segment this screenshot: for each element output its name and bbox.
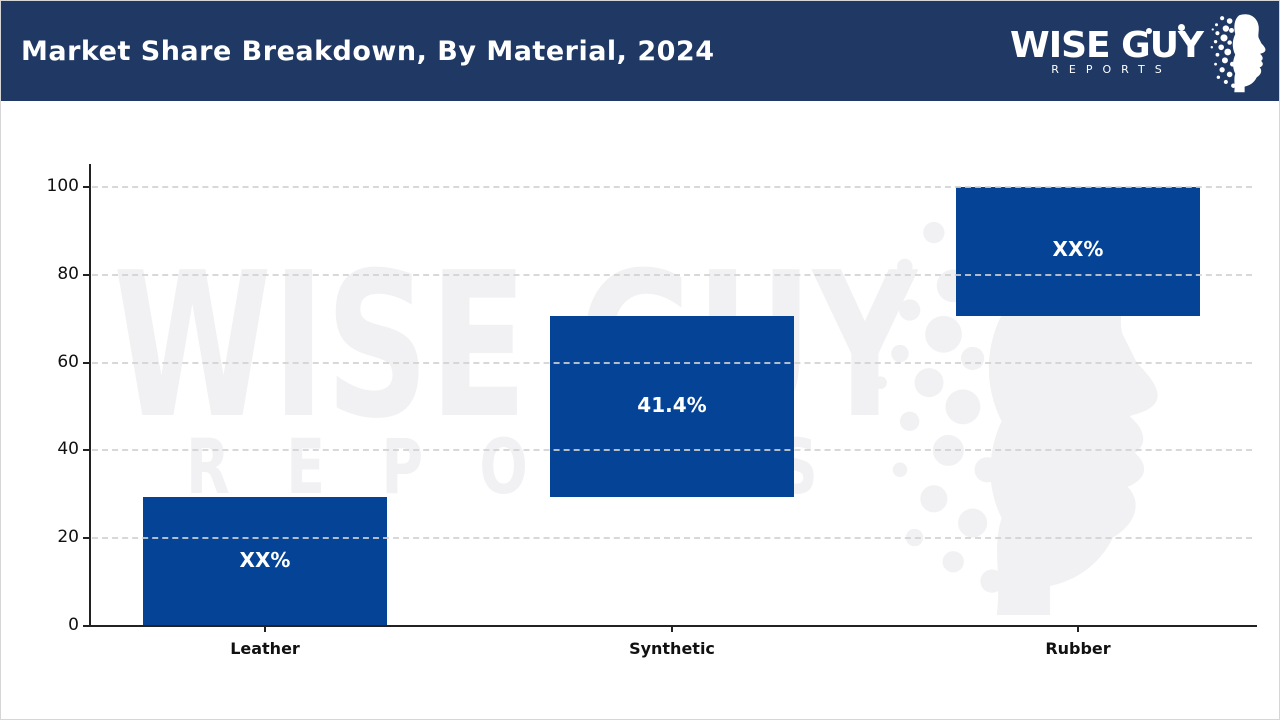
bar-value-label: XX% bbox=[1052, 237, 1104, 262]
y-gridline bbox=[92, 273, 1252, 276]
bar-leather bbox=[143, 497, 387, 626]
y-axis bbox=[89, 164, 91, 627]
y-tick-label: 60 bbox=[57, 351, 79, 372]
y-tick bbox=[83, 625, 90, 627]
y-tick-label: 80 bbox=[57, 263, 79, 284]
x-category-label: Rubber bbox=[1045, 639, 1111, 658]
watermark-wordmark: WISE GUY bbox=[113, 230, 918, 463]
dotted-face-icon bbox=[1210, 14, 1266, 93]
y-gridline bbox=[92, 449, 1252, 452]
y-tick bbox=[83, 273, 90, 276]
x-category-label: Synthetic bbox=[629, 639, 715, 658]
y-tick-label: 40 bbox=[57, 439, 79, 460]
y-gridline bbox=[92, 537, 1252, 540]
bar-synthetic bbox=[550, 315, 794, 498]
y-tick-label: 0 bbox=[68, 615, 79, 635]
x-tick bbox=[264, 627, 266, 632]
y-tick-label: 100 bbox=[46, 176, 79, 196]
y-gridline bbox=[92, 186, 1252, 188]
header-bar: Market Share Breakdown, By Material, 202… bbox=[1, 1, 1279, 101]
logo-subtitle: REPORTS bbox=[1051, 63, 1172, 77]
y-gridline bbox=[92, 361, 1252, 364]
bar-value-label: 41.4% bbox=[637, 392, 707, 417]
bar-rubber bbox=[956, 187, 1200, 316]
x-axis bbox=[89, 625, 1257, 627]
y-tick bbox=[83, 449, 90, 452]
logo-text: WISE GUY REPORTS bbox=[1009, 23, 1204, 77]
x-category-label: Leather bbox=[230, 639, 300, 658]
y-tick bbox=[83, 537, 90, 540]
wise-guy-logo: WISE GUY REPORTS bbox=[1010, 5, 1269, 97]
y-tick-label: 20 bbox=[57, 527, 79, 548]
logo-dot-icon bbox=[1145, 27, 1152, 34]
bar-value-label: XX% bbox=[239, 547, 291, 572]
y-tick bbox=[83, 186, 90, 188]
page-title: Market Share Breakdown, By Material, 202… bbox=[21, 35, 715, 67]
x-tick bbox=[671, 627, 673, 632]
logo-dot-icon bbox=[1177, 23, 1185, 31]
x-tick bbox=[1077, 627, 1079, 632]
y-tick bbox=[83, 361, 90, 364]
logo-wordmark: WISE GUY bbox=[1009, 24, 1204, 66]
